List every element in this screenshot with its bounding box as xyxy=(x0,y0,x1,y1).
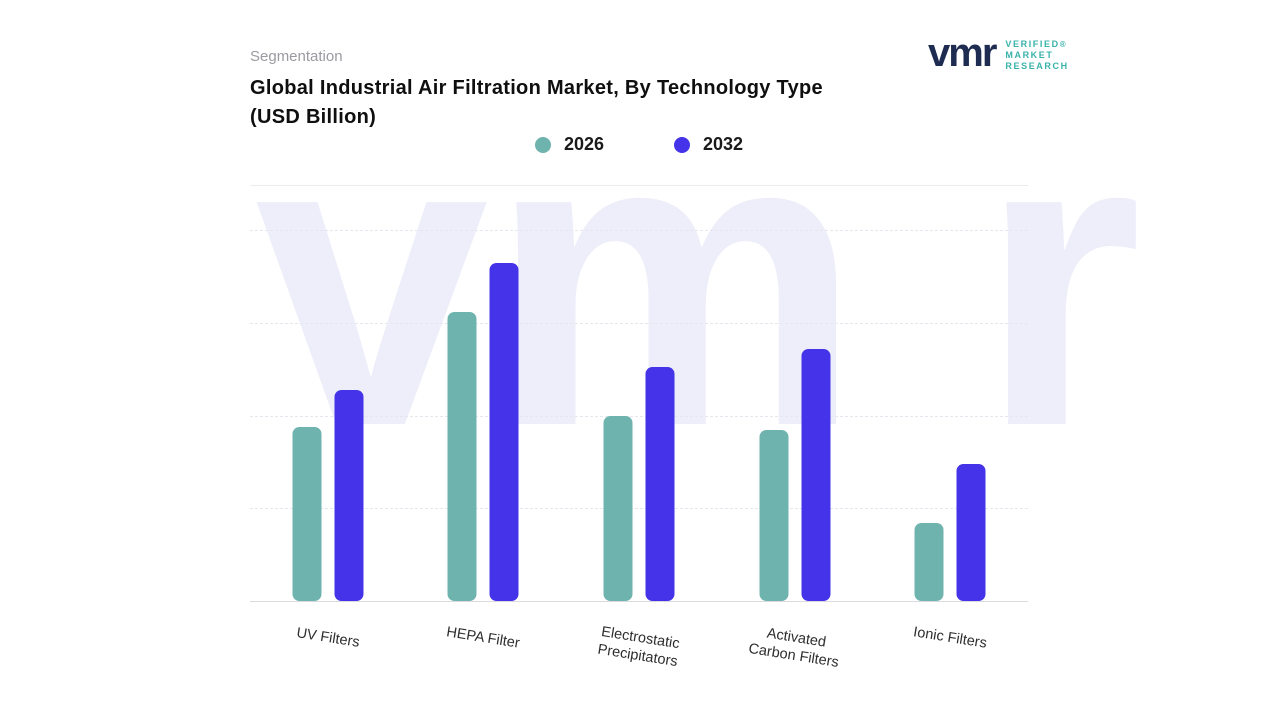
bar-group-uv-filters xyxy=(292,230,364,601)
legend-item-2032: 2032 xyxy=(674,134,743,155)
gridline xyxy=(250,415,1028,417)
vmr-logo: vmr VERIFIED® MARKET RESEARCH xyxy=(928,31,1069,75)
x-axis-label-hepa-filter: HEPA Filter xyxy=(445,624,522,652)
eyebrow-label: Segmentation xyxy=(250,48,343,65)
bar-2032-uv-filters xyxy=(334,389,364,601)
vmr-logo-mark: vmr xyxy=(928,31,997,75)
legend-dot-2026-icon xyxy=(534,136,551,153)
bar-2026-uv-filters xyxy=(292,426,322,601)
bar-2032-electrostatic-precipitators xyxy=(645,367,675,601)
bar-2026-electrostatic-precipitators xyxy=(603,415,633,601)
bar-group-hepa-filter xyxy=(447,230,519,601)
bar-2032-activated-carbon-filters xyxy=(801,348,831,601)
gridline xyxy=(250,508,1028,510)
gridline xyxy=(250,230,1028,231)
legend-item-2026: 2026 xyxy=(534,134,604,155)
gridline xyxy=(250,322,1028,324)
bar-2026-hepa-filter xyxy=(447,311,477,601)
x-axis-label-activated-carbon-filters: Activated Carbon Filters xyxy=(746,625,840,671)
bar-group-electrostatic-precipitators xyxy=(603,230,675,601)
plot-area xyxy=(250,230,1028,602)
legend: 2026 2032 xyxy=(250,134,1028,155)
registered-mark: ® xyxy=(1059,40,1068,49)
bar-2026-ionic-filters xyxy=(914,523,944,601)
logo-line-research: RESEARCH xyxy=(1005,61,1069,71)
chart-title-line1: Global Industrial Air Filtration Market,… xyxy=(250,77,823,99)
x-axis-label-uv-filters: UV Filters xyxy=(295,625,361,651)
x-axis-label-electrostatic-precipitators: Electrostatic Precipitators xyxy=(596,624,681,671)
vmr-logo-text: VERIFIED® MARKET RESEARCH xyxy=(1005,39,1068,72)
legend-dot-2032-icon xyxy=(674,136,690,153)
x-axis-labels: UV Filters HEPA Filter Electrostatic Preci… xyxy=(250,601,1028,701)
bar-group-activated-carbon-filters xyxy=(759,230,831,601)
chart-title-line2: (USD Billion) xyxy=(250,106,377,128)
bar-2026-activated-carbon-filters xyxy=(759,430,789,601)
legend-label-2032: 2032 xyxy=(703,134,744,154)
chart-title: Global Industrial Air Filtration Market,… xyxy=(250,74,970,132)
logo-line-verified: VERIFIED® xyxy=(1005,39,1068,49)
bar-group-ionic-filters xyxy=(914,230,986,601)
header-divider xyxy=(250,185,1028,186)
x-axis-label-ionic-filters: Ionic Filters xyxy=(912,624,989,652)
x-axis-line xyxy=(250,601,1028,602)
bar-2032-hepa-filter xyxy=(489,263,519,601)
logo-line-market: MARKET xyxy=(1005,50,1054,60)
bar-2032-ionic-filters xyxy=(956,463,986,601)
legend-label-2026: 2026 xyxy=(563,134,604,154)
